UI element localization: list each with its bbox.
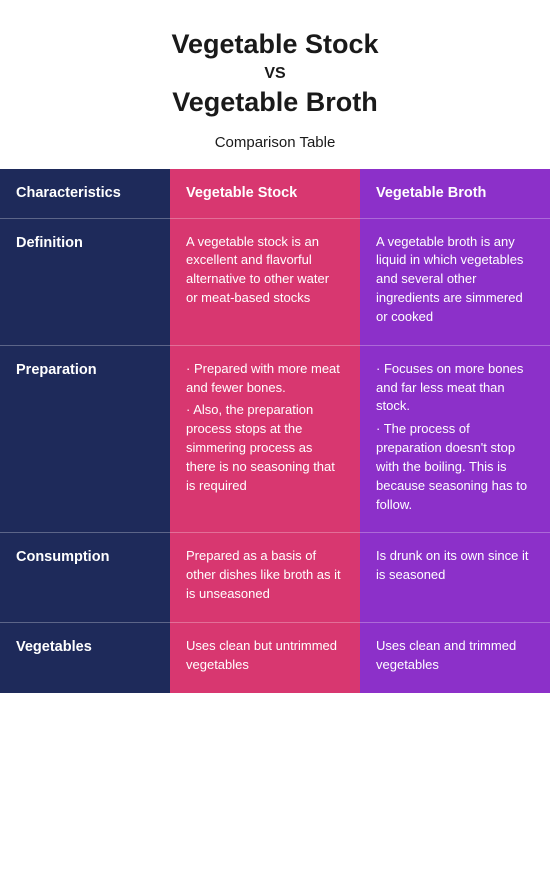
cell-broth: A vegetable broth is any liquid in which… — [360, 219, 550, 346]
header: Vegetable Stock VS Vegetable Broth Compa… — [0, 0, 550, 169]
title-line-1: Vegetable Stock — [20, 28, 530, 62]
row-label: Vegetables — [0, 623, 170, 693]
title-line-2: Vegetable Broth — [20, 86, 530, 120]
footer-brand-sub: Between.net — [475, 875, 538, 886]
row-label: Preparation — [0, 346, 170, 534]
cell-broth: Is drunk on its own since it is seasoned — [360, 533, 550, 623]
subtitle: Comparison Table — [20, 134, 530, 151]
row-label: Definition — [0, 219, 170, 346]
cell-stock: Prepared as a basis of other dishes like… — [170, 533, 360, 623]
cell-stock: Uses clean but untrimmed vegetables — [170, 623, 360, 693]
logo-icon: DB — [443, 864, 471, 884]
col-header-broth: Vegetable Broth — [360, 169, 550, 219]
footer-text: Difference Between.net — [475, 862, 538, 886]
col-header-characteristics: Characteristics — [0, 169, 170, 219]
cell-broth: · Focuses on more bones and far less mea… — [360, 346, 550, 534]
row-label: Consumption — [0, 533, 170, 623]
comparison-table: Characteristics Vegetable Stock Vegetabl… — [0, 169, 550, 693]
footer-brand: DB Difference Between.net — [443, 862, 538, 886]
cell-stock: A vegetable stock is an excellent and fl… — [170, 219, 360, 346]
cell-broth: Uses clean and trimmed vegetables — [360, 623, 550, 693]
title-vs: VS — [20, 62, 530, 86]
cell-stock: · Prepared with more meat and fewer bone… — [170, 346, 360, 534]
col-header-stock: Vegetable Stock — [170, 169, 360, 219]
